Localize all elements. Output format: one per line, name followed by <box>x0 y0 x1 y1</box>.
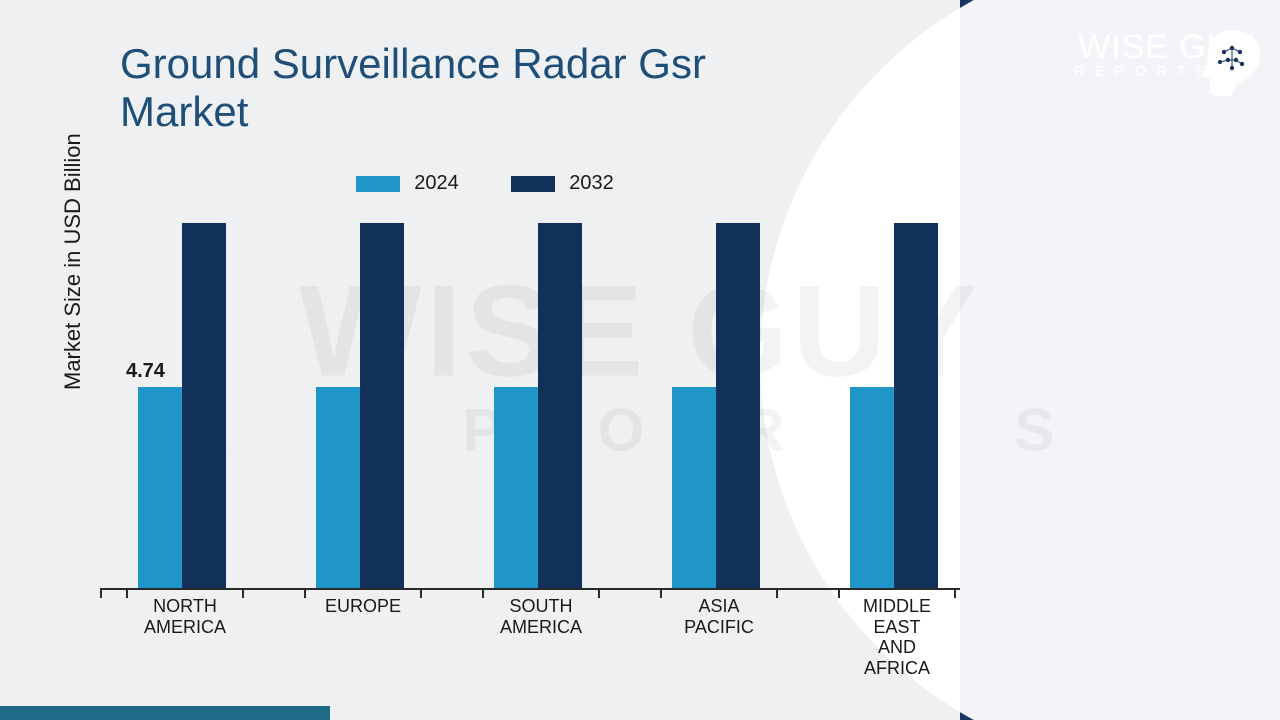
plot-area: 4.74 <box>100 200 960 590</box>
bar-group <box>476 200 606 590</box>
y-axis-label: Market Size in USD Billion <box>60 133 86 390</box>
bar-2032 <box>182 223 226 588</box>
legend-swatch-2024 <box>356 176 400 192</box>
bar-group <box>298 200 428 590</box>
x-category-label: NORTHAMERICA <box>120 596 250 637</box>
bar-value-label: 4.74 <box>126 360 165 383</box>
bar-2024 <box>316 387 360 588</box>
brand-logo: WISE GUY REPORTS <box>976 28 1256 80</box>
bar-2032 <box>360 223 404 588</box>
legend-swatch-2032 <box>511 176 555 192</box>
footer-accent-bar <box>0 706 330 720</box>
bar-2032 <box>716 223 760 588</box>
bar-2024 <box>672 387 716 588</box>
legend-item-2032: 2032 <box>511 172 614 195</box>
x-category-label: MIDDLEEASTANDAFRICA <box>832 596 962 679</box>
legend-label-2032: 2032 <box>569 172 614 195</box>
bar-group <box>120 200 250 590</box>
chart-canvas: WISE GUY REPORTS WISE GUY R E P O R T S … <box>0 0 1280 720</box>
bar-2024 <box>138 387 182 588</box>
axis-tick <box>100 590 102 598</box>
bar-2024 <box>494 387 538 588</box>
head-silhouette-icon <box>1202 28 1262 98</box>
legend-label-2024: 2024 <box>414 172 459 195</box>
bar-2032 <box>538 223 582 588</box>
legend: 2024 2032 <box>0 172 970 197</box>
bar-group <box>832 200 962 590</box>
bar-2032 <box>894 223 938 588</box>
bar-2024 <box>850 387 894 588</box>
x-category-label: SOUTHAMERICA <box>476 596 606 637</box>
chart-title: Ground Surveillance Radar Gsr Market <box>120 40 840 137</box>
bar-group <box>654 200 784 590</box>
x-category-label: EUROPE <box>298 596 428 617</box>
x-category-label: ASIAPACIFIC <box>654 596 784 637</box>
legend-item-2024: 2024 <box>356 172 459 195</box>
